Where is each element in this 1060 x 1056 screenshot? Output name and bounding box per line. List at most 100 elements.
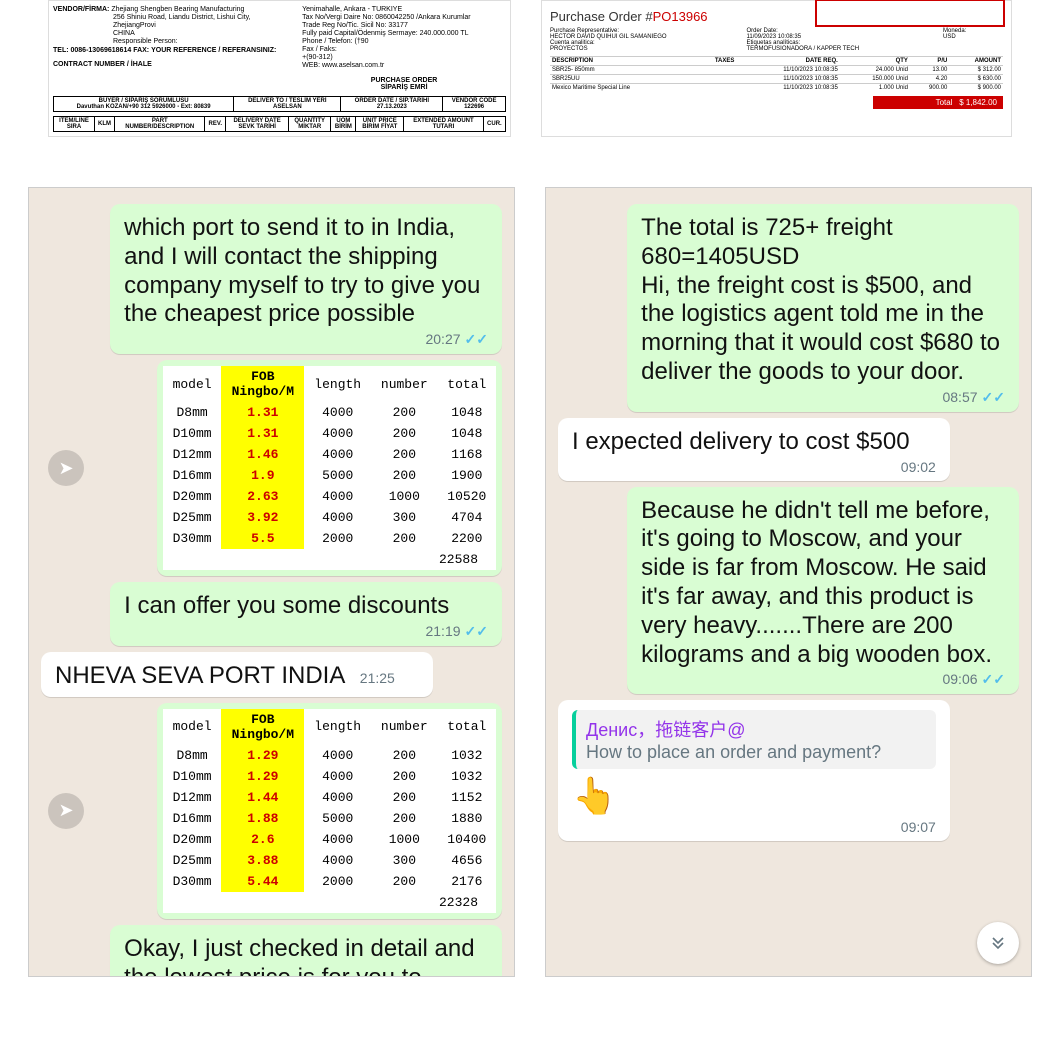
tel-label: TEL: 0086-13069618614: [53, 47, 131, 54]
table-cell: 10520: [438, 486, 496, 507]
chat-image-message[interactable]: modelFOB Ningbo/MlengthnumbertotalD8mm1.…: [157, 360, 502, 576]
table-cell: 200: [371, 808, 438, 829]
table-row: D8mm1.3140002001048: [163, 402, 496, 423]
table-cell: Mexico Maritime Special Line: [550, 84, 695, 93]
vendor-line: ZhejiangProvi: [53, 22, 302, 29]
table-cell: 2200: [438, 528, 496, 549]
table-cell: 1.88: [221, 808, 304, 829]
chat-panel-right[interactable]: The total is 725+ freight 680=1405USD Hi…: [545, 187, 1032, 977]
col-header: FOB Ningbo/M: [221, 366, 304, 402]
table-cell: 4000: [304, 745, 371, 766]
message-text: NHEVA SEVA PORT INDIA: [55, 662, 345, 689]
po-title-text: Purchase Order #: [550, 9, 653, 24]
col-header: EXTENDED AMOUNT TUTARI: [404, 117, 484, 132]
table-cell: 4656: [438, 850, 496, 871]
addr-line: Phone / Telefon: (†90: [302, 38, 506, 45]
table-row: Mexico Maritime Special Line11/10/2023 1…: [550, 84, 1003, 93]
table-cell: 4000: [304, 787, 371, 808]
table-cell: 5.44: [221, 871, 304, 892]
reply-quote[interactable]: Денис，拖链客户@ How to place an order and pa…: [572, 710, 936, 769]
table-cell: $ 900.00: [949, 84, 1003, 93]
table-cell: D12mm: [163, 787, 221, 808]
table-cell: 200: [371, 423, 438, 444]
chat-image-message[interactable]: modelFOB Ningbo/MlengthnumbertotalD8mm1.…: [157, 703, 502, 919]
chat-message-out[interactable]: I can offer you some discounts 21:19✓✓: [110, 582, 502, 646]
chat-message-in[interactable]: I expected delivery to cost $500 09:02: [558, 418, 950, 481]
table-cell: 4704: [438, 507, 496, 528]
table-cell: 1.000 Unid: [840, 84, 910, 93]
forward-icon[interactable]: ➤: [48, 793, 84, 829]
table-row: D25mm3.8840003004656: [163, 850, 496, 871]
table-cell: D8mm: [163, 745, 221, 766]
table-cell: 1.44: [221, 787, 304, 808]
table-cell: 1.29: [221, 745, 304, 766]
table-cell: 10400: [438, 829, 496, 850]
table-row: D10mm1.3140002001048: [163, 423, 496, 444]
chat-message-out[interactable]: which port to send it to in India, and I…: [110, 204, 502, 354]
table-cell: 200: [371, 444, 438, 465]
chat-message-in[interactable]: NHEVA SEVA PORT INDIA 21:25: [41, 652, 433, 697]
table-cell: 2000: [304, 871, 371, 892]
table-cell: 300: [371, 850, 438, 871]
read-ticks-icon: ✓✓: [465, 623, 488, 639]
table-cell: 200: [371, 745, 438, 766]
col-header: total: [438, 709, 496, 745]
etq-value: TERMOFUSIONADORA / KAPPER TECH: [747, 46, 934, 52]
forward-icon[interactable]: ➤: [48, 450, 84, 486]
table-row: D8mm1.2940002001032: [163, 745, 496, 766]
table-cell: 200: [371, 402, 438, 423]
table-cell: SBR25UU: [550, 75, 695, 84]
table-cell: 5000: [304, 465, 371, 486]
chat-message-out[interactable]: Because he didn't tell me before, it's g…: [627, 487, 1019, 695]
table-cell: 200: [371, 528, 438, 549]
chat-message-reply[interactable]: Денис，拖链客户@ How to place an order and pa…: [558, 700, 950, 841]
addr-line: Fully paid Capital/Ödenmiş Sermaye: 240.…: [302, 30, 506, 37]
vendor-line: Zhejiang Shengben Bearing Manufacturing: [111, 6, 244, 13]
chat-panel-left[interactable]: which port to send it to in India, and I…: [28, 187, 515, 977]
table-cell: 1168: [438, 444, 496, 465]
col-header: model: [163, 709, 221, 745]
table-cell: 5.5: [221, 528, 304, 549]
table-cell: 200: [371, 465, 438, 486]
grid-header: VENDOR CODE 122696: [443, 97, 506, 112]
col-header: length: [304, 709, 371, 745]
table-cell: 1048: [438, 402, 496, 423]
chat-message-out[interactable]: The total is 725+ freight 680=1405USD Hi…: [627, 204, 1019, 412]
table-cell: D8mm: [163, 402, 221, 423]
scroll-down-button[interactable]: [977, 922, 1019, 964]
col-header: number: [371, 366, 438, 402]
emoji-pointing-up: 👆: [572, 775, 936, 817]
rfc-box: [815, 0, 1005, 27]
table-row: SBR25- 850mm11/10/2023 10:08:3524.000 Un…: [550, 66, 1003, 75]
read-ticks-icon: ✓✓: [465, 331, 488, 347]
price-table: modelFOB Ningbo/MlengthnumbertotalD8mm1.…: [163, 366, 496, 570]
addr-line: Tax No/Vergi Daire No: 0860042250 /Ankar…: [302, 14, 506, 21]
col-header: ITEM/LINE SIRA: [54, 117, 95, 132]
vendor-label: VENDOR/FİRMA:: [53, 6, 109, 13]
table-cell: 4000: [304, 444, 371, 465]
table-cell: [695, 84, 737, 93]
table-cell: D30mm: [163, 528, 221, 549]
table-cell: D20mm: [163, 829, 221, 850]
order-cols-table: ITEM/LINE SIRAKLMPART NUMBER/DESCRIPTION…: [53, 116, 506, 132]
total-value: $ 1,842.00: [959, 98, 997, 107]
table-cell: 200: [371, 766, 438, 787]
table-cell: 1048: [438, 423, 496, 444]
message-time: 09:06: [942, 671, 977, 687]
po-line-table: DESCRIPTIONTAXESDATE REQ.QTYP/UAMOUNT SB…: [550, 56, 1003, 92]
grid-header: ORDER DATE / SİP.TARİHİ 27.13.2023: [341, 97, 443, 112]
table-cell: 1.9: [221, 465, 304, 486]
table-cell: 200: [371, 787, 438, 808]
table-cell: 2.63: [221, 486, 304, 507]
message-time: 09:07: [901, 819, 936, 835]
table-cell: D25mm: [163, 507, 221, 528]
po-title: PURCHASE ORDER SİPARİŞ EMRİ: [302, 77, 506, 91]
table-cell: 150.000 Unid: [840, 75, 910, 84]
fax-label: FAX:: [133, 47, 149, 54]
table-row: D20mm2.64000100010400: [163, 829, 496, 850]
chat-message-out[interactable]: Okay, I just checked in detail and the l…: [110, 925, 502, 977]
col-header: QUANTITY MİKTAR: [289, 117, 331, 132]
addr-line: Fax / Faks:: [302, 46, 506, 53]
table-cell: 300: [371, 507, 438, 528]
message-time: 21:19: [425, 623, 460, 639]
